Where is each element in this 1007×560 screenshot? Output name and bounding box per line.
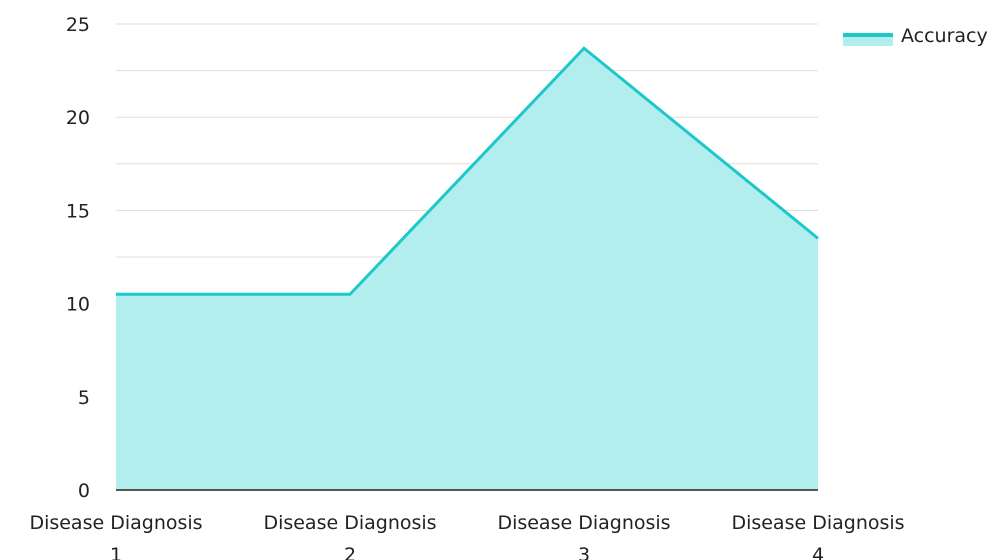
x-tick-label: Disease Diagnosis 3	[497, 512, 670, 560]
line-path	[116, 46, 819, 296]
x-tick-label: Disease Diagnosis 2	[263, 512, 436, 560]
x-axis-tick-labels: Disease Diagnosis 1 Disease Diagnosis 2 Dise…	[29, 512, 904, 560]
y-tick-label: 25	[66, 14, 90, 36]
area-fill	[116, 48, 818, 491]
y-axis-tick-labels: 0 5 10 15 20 25	[66, 14, 90, 502]
y-tick-label: 5	[78, 387, 90, 409]
y-tick-label: 20	[66, 107, 90, 129]
x-tick-label: Disease Diagnosis 1	[29, 512, 202, 560]
y-tick-label: 15	[66, 200, 90, 222]
y-tick-label: 0	[78, 480, 90, 502]
series-line-accuracy	[116, 46, 819, 296]
legend-label-accuracy: Accuracy	[901, 25, 988, 47]
series-area-accuracy	[116, 48, 818, 491]
legend[interactable]: Accuracy	[843, 25, 988, 47]
legend-swatch-fill	[843, 35, 893, 46]
x-tick-label: Disease Diagnosis 4	[731, 512, 904, 560]
y-tick-label: 10	[66, 294, 90, 316]
